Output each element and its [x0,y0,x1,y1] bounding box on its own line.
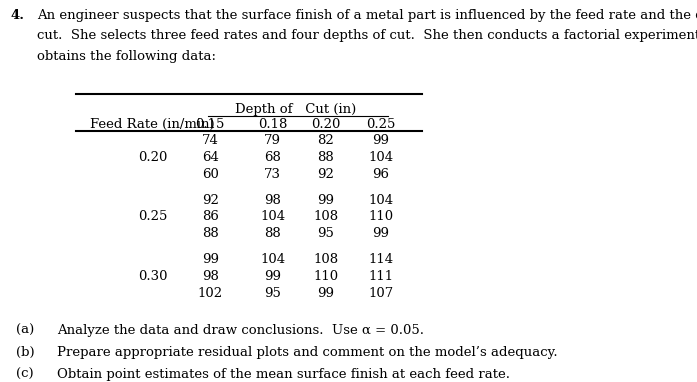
Text: 104: 104 [368,151,393,164]
Text: (a): (a) [16,324,34,337]
Text: Obtain point estimates of the mean surface finish at each feed rate.: Obtain point estimates of the mean surfa… [56,368,510,381]
Text: 88: 88 [317,151,334,164]
Text: 114: 114 [368,253,393,266]
Text: Feed Rate (in/min): Feed Rate (in/min) [91,118,215,131]
Text: 0.20: 0.20 [311,118,340,131]
Text: cut.  She selects three feed rates and four depths of cut.  She then conducts a : cut. She selects three feed rates and fo… [38,29,697,42]
Text: 86: 86 [202,210,219,223]
Text: 60: 60 [202,168,219,181]
Text: 108: 108 [313,253,338,266]
Text: 99: 99 [317,194,334,207]
Text: An engineer suspects that the surface finish of a metal part is influenced by th: An engineer suspects that the surface fi… [38,9,697,22]
Text: 99: 99 [202,253,219,266]
Text: 102: 102 [198,286,223,299]
Text: 98: 98 [202,270,219,283]
Text: 104: 104 [368,194,393,207]
Text: 104: 104 [260,210,285,223]
Text: 0.25: 0.25 [138,210,167,223]
Text: 0.15: 0.15 [196,118,225,131]
Text: 64: 64 [202,151,219,164]
Text: 99: 99 [317,286,334,299]
Text: 88: 88 [202,227,219,240]
Text: 96: 96 [372,168,390,181]
Text: Analyze the data and draw conclusions.  Use α = 0.05.: Analyze the data and draw conclusions. U… [56,324,424,337]
Text: 73: 73 [264,168,281,181]
Text: 95: 95 [264,286,281,299]
Text: 110: 110 [313,270,338,283]
Text: (c): (c) [16,368,33,381]
Text: obtains the following data:: obtains the following data: [38,50,216,63]
Text: 95: 95 [317,227,334,240]
Text: 0.25: 0.25 [366,118,395,131]
Text: 88: 88 [264,227,281,240]
Text: 110: 110 [368,210,393,223]
Text: Depth of   Cut (in): Depth of Cut (in) [235,103,356,116]
Text: 107: 107 [368,286,393,299]
Text: 79: 79 [264,134,281,147]
Text: 98: 98 [264,194,281,207]
Text: (b): (b) [16,346,34,359]
Text: Prepare appropriate residual plots and comment on the model’s adequacy.: Prepare appropriate residual plots and c… [56,346,557,359]
Text: 111: 111 [368,270,393,283]
Text: 104: 104 [260,253,285,266]
Text: 68: 68 [264,151,281,164]
Text: 99: 99 [372,227,390,240]
Text: 82: 82 [317,134,334,147]
Text: 0.30: 0.30 [138,270,167,283]
Text: 92: 92 [317,168,334,181]
Text: 0.18: 0.18 [258,118,287,131]
Text: 108: 108 [313,210,338,223]
Text: 99: 99 [264,270,281,283]
Text: 0.20: 0.20 [138,151,167,164]
Text: 4.: 4. [11,9,25,22]
Text: 99: 99 [372,134,390,147]
Text: 74: 74 [202,134,219,147]
Text: 92: 92 [202,194,219,207]
